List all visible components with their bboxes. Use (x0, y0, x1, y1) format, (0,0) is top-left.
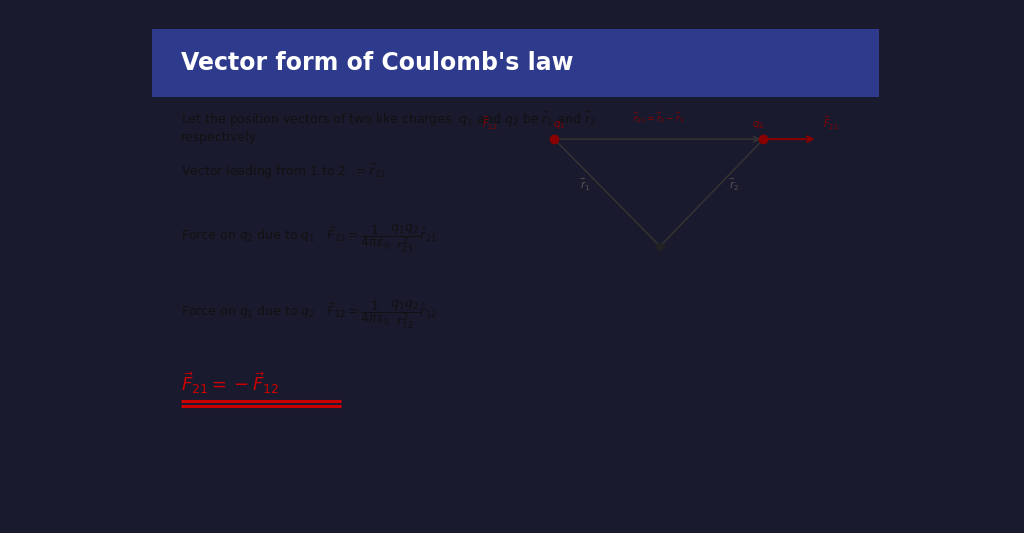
Text: Force on $q_2$ due to $q_1$   $\vec{F}_{21} = \dfrac{1}{4\pi\epsilon_0}\dfrac{q_: Force on $q_2$ due to $q_1$ $\vec{F}_{21… (180, 223, 437, 255)
Text: $\vec{F}_{12}$: $\vec{F}_{12}$ (482, 115, 498, 132)
Text: Force on $q_1$ due to $q_2$   $\vec{F}_{12} = \dfrac{1}{4\pi\epsilon_0}\dfrac{q_: Force on $q_1$ due to $q_2$ $\vec{F}_{12… (180, 298, 437, 331)
Text: $\vec{F}_{21}$: $\vec{F}_{21}$ (822, 115, 839, 132)
Text: $q_1$: $q_1$ (553, 119, 565, 131)
Text: $\vec{F}_{21} = -\vec{F}_{12}$: $\vec{F}_{21} = -\vec{F}_{12}$ (180, 370, 280, 396)
Text: Vector form of Coulomb's law: Vector form of Coulomb's law (180, 51, 573, 75)
Text: $\vec{r}_2$: $\vec{r}_2$ (729, 176, 739, 193)
Text: Let the position vectors of two like charges  $q_1$ and $q_2$ be $\vec{r}_1$ and: Let the position vectors of two like cha… (180, 110, 596, 129)
Text: $\vec{r}_{21} = \vec{r}_2 - \vec{r}_1$: $\vec{r}_{21} = \vec{r}_2 - \vec{r}_1$ (633, 110, 685, 125)
Text: Vector leading from 1 to 2  $= \vec{r}_{21}$: Vector leading from 1 to 2 $= \vec{r}_{2… (180, 162, 386, 181)
Bar (152, 29, 879, 96)
Text: $\vec{r}_1$: $\vec{r}_1$ (580, 176, 590, 193)
Text: $q_2$: $q_2$ (753, 119, 765, 131)
Text: respectively.: respectively. (180, 132, 259, 144)
